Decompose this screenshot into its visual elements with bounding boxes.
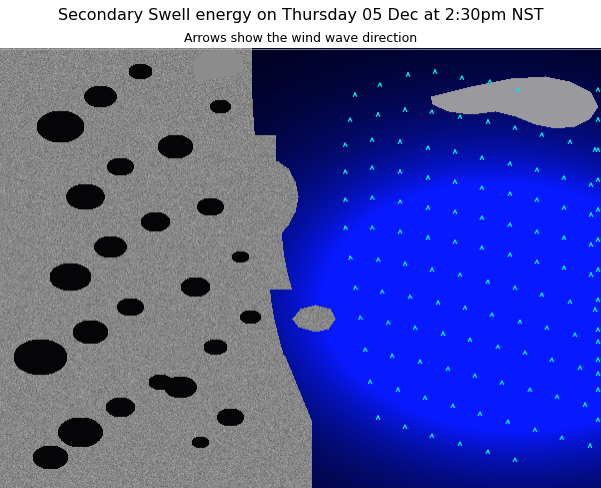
Text: Secondary Swell energy on Thursday 05 Dec at 2:30pm NST: Secondary Swell energy on Thursday 05 De…	[58, 8, 543, 23]
Text: Arrows show the wind wave direction: Arrows show the wind wave direction	[184, 32, 417, 44]
